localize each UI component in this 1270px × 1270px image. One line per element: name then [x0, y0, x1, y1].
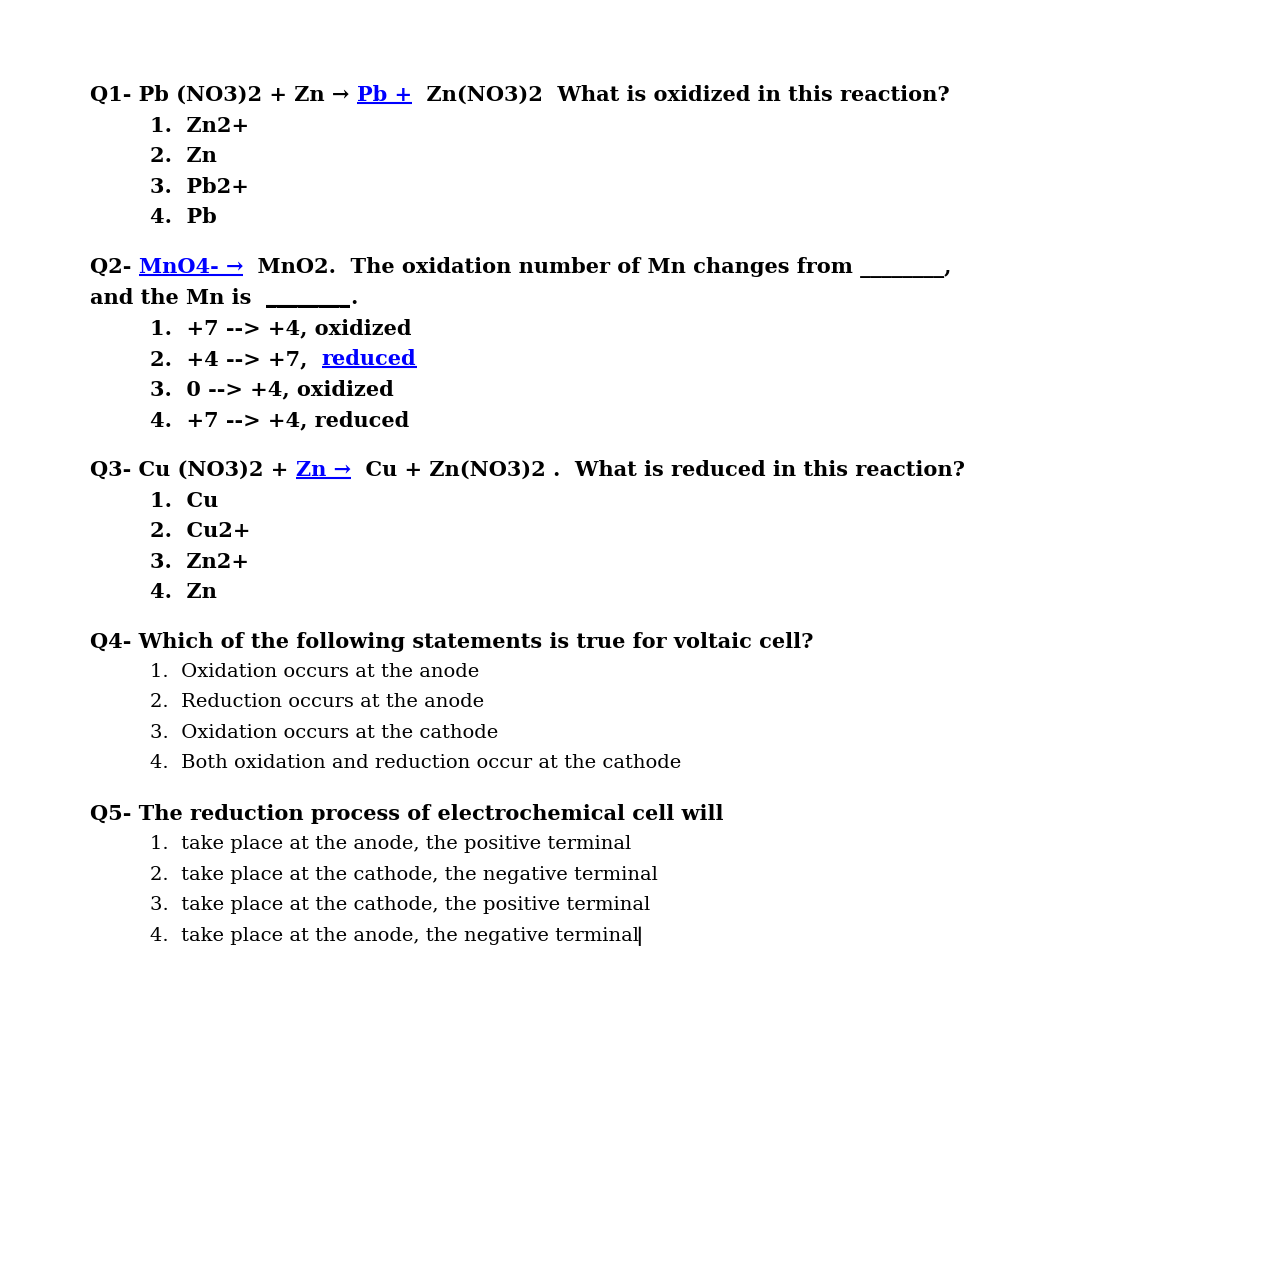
Text: Q4- Which of the following statements is true for voltaic cell?: Q4- Which of the following statements is…	[90, 632, 814, 653]
Text: 3.  0 --> +4, oxidized: 3. 0 --> +4, oxidized	[150, 380, 394, 400]
Text: 2.  Reduction occurs at the anode: 2. Reduction occurs at the anode	[150, 693, 484, 711]
Text: Zn →: Zn →	[296, 460, 351, 480]
Text: 1.  Oxidation occurs at the anode: 1. Oxidation occurs at the anode	[150, 663, 479, 681]
Text: 4.  +7 --> +4, reduced: 4. +7 --> +4, reduced	[150, 410, 409, 431]
Text: 3.  take place at the cathode, the positive terminal: 3. take place at the cathode, the positi…	[150, 897, 650, 914]
Text: Q1- Pb (NO3)2 + Zn →: Q1- Pb (NO3)2 + Zn →	[90, 85, 357, 105]
Text: 4.  Pb: 4. Pb	[150, 207, 217, 227]
Text: 2.  Zn: 2. Zn	[150, 146, 217, 166]
Text: Zn(NO3)2  What is oxidized in this reaction?: Zn(NO3)2 What is oxidized in this reacti…	[411, 85, 950, 105]
Text: Q5- The reduction process of electrochemical cell will: Q5- The reduction process of electrochem…	[90, 804, 724, 824]
Text: 2.  +4 --> +7,: 2. +4 --> +7,	[150, 349, 321, 368]
Text: Q2-: Q2-	[90, 258, 138, 277]
Text: 4.  Both oxidation and reduction occur at the cathode: 4. Both oxidation and reduction occur at…	[150, 754, 681, 772]
Text: 3.  Oxidation occurs at the cathode: 3. Oxidation occurs at the cathode	[150, 724, 498, 742]
Text: ________: ________	[265, 288, 349, 307]
Text: 4.  Zn: 4. Zn	[150, 582, 217, 602]
Text: 2.  Cu2+: 2. Cu2+	[150, 521, 250, 541]
Text: Pb +: Pb +	[357, 85, 411, 105]
Text: Q3- Cu (NO3)2 +: Q3- Cu (NO3)2 +	[90, 460, 296, 480]
Text: 3.  Zn2+: 3. Zn2+	[150, 551, 249, 572]
Text: 1.  Cu: 1. Cu	[150, 490, 218, 511]
Text: MnO4- →: MnO4- →	[138, 258, 243, 277]
Text: Cu + Zn(NO3)2 .  What is reduced in this reaction?: Cu + Zn(NO3)2 . What is reduced in this …	[351, 460, 965, 480]
Text: 4.  take place at the anode, the negative terminal▏: 4. take place at the anode, the negative…	[150, 927, 654, 946]
Text: reduced: reduced	[321, 349, 417, 368]
Text: and the Mn is: and the Mn is	[90, 288, 265, 307]
Text: MnO2.  The oxidation number of Mn changes from ________,: MnO2. The oxidation number of Mn changes…	[243, 258, 951, 278]
Text: 1.  +7 --> +4, oxidized: 1. +7 --> +4, oxidized	[150, 319, 411, 338]
Text: 1.  take place at the anode, the positive terminal: 1. take place at the anode, the positive…	[150, 834, 631, 853]
Text: 1.  Zn2+: 1. Zn2+	[150, 116, 249, 136]
Text: .: .	[349, 288, 357, 307]
Text: 2.  take place at the cathode, the negative terminal: 2. take place at the cathode, the negati…	[150, 866, 658, 884]
Text: 3.  Pb2+: 3. Pb2+	[150, 177, 249, 197]
